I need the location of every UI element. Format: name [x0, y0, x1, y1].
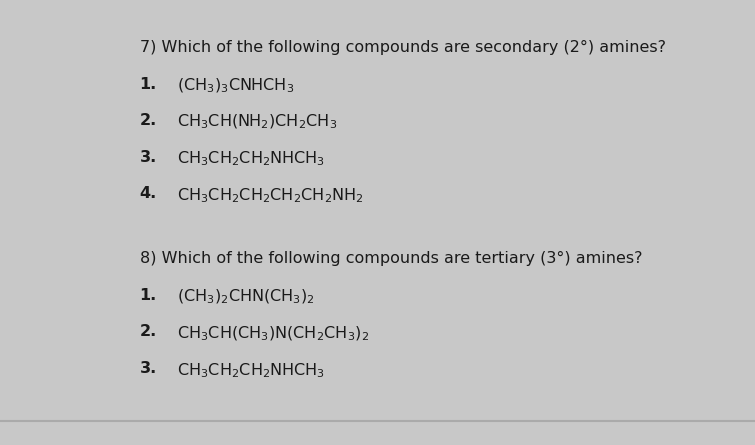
Text: 1.: 1.: [140, 288, 157, 303]
Text: (CH$_3$)$_3$CNHCH$_3$: (CH$_3$)$_3$CNHCH$_3$: [177, 77, 294, 95]
Text: CH$_3$CH$_2$CH$_2$CH$_2$CH$_2$NH$_2$: CH$_3$CH$_2$CH$_2$CH$_2$CH$_2$NH$_2$: [177, 186, 364, 205]
Text: 2.: 2.: [140, 113, 157, 128]
Text: CH$_3$CH(NH$_2$)CH$_2$CH$_3$: CH$_3$CH(NH$_2$)CH$_2$CH$_3$: [177, 113, 337, 131]
Text: 7) Which of the following compounds are secondary (2°) amines?: 7) Which of the following compounds are …: [140, 40, 666, 55]
Text: 3.: 3.: [140, 150, 157, 165]
Text: 8) Which of the following compounds are tertiary (3°) amines?: 8) Which of the following compounds are …: [140, 251, 643, 267]
Text: 3.: 3.: [140, 361, 157, 376]
Text: CH$_3$CH$_2$CH$_2$NHCH$_3$: CH$_3$CH$_2$CH$_2$NHCH$_3$: [177, 150, 325, 168]
Text: CH$_3$CH(CH$_3$)N(CH$_2$CH$_3$)$_2$: CH$_3$CH(CH$_3$)N(CH$_2$CH$_3$)$_2$: [177, 324, 369, 343]
Text: 4.: 4.: [140, 186, 157, 201]
Text: CH$_3$CH$_2$CH$_2$NHCH$_3$: CH$_3$CH$_2$CH$_2$NHCH$_3$: [177, 361, 325, 380]
Text: 1.: 1.: [140, 77, 157, 92]
Text: 2.: 2.: [140, 324, 157, 340]
Text: (CH$_3$)$_2$CHN(CH$_3$)$_2$: (CH$_3$)$_2$CHN(CH$_3$)$_2$: [177, 288, 316, 306]
